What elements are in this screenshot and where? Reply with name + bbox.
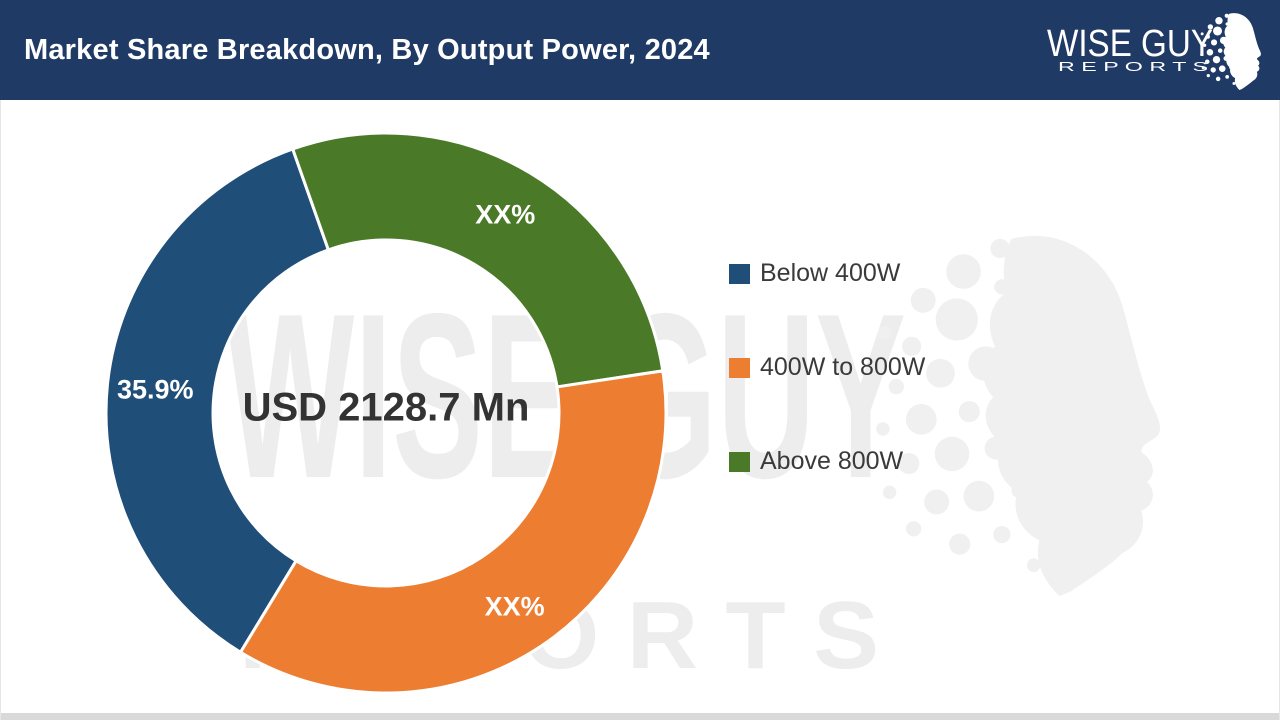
header-bar: Market Share Breakdown, By Output Power,… xyxy=(0,0,1280,100)
page-title: Market Share Breakdown, By Output Power,… xyxy=(24,33,710,66)
chart-legend: Below 400W 400W to 800W Above 800W xyxy=(729,259,925,541)
legend-label: 400W to 800W xyxy=(760,353,926,381)
legend-item-400w-to-800w: 400W to 800W xyxy=(729,353,925,382)
chart-center-value: USD 2128.7 Mn xyxy=(242,385,530,430)
chart-area: WISE GUY R E P O R T S 35.9% XX% XX% USD 2… xyxy=(0,100,1280,720)
legend-swatch xyxy=(729,357,750,378)
donut-segment-above-800w xyxy=(291,131,665,389)
segment-value-label-above-800w: XX% xyxy=(475,199,535,229)
logo-head-icon xyxy=(1200,13,1261,90)
segment-value-label-400w-to-800w: XX% xyxy=(485,592,545,622)
logo-wordmark: WISE GUY xyxy=(1047,23,1213,65)
donut-chart: 35.9% XX% XX% xyxy=(104,131,668,695)
legend-label: Above 800W xyxy=(760,447,904,475)
legend-item-above-800w: Above 800W xyxy=(729,447,925,476)
legend-swatch xyxy=(729,263,750,284)
legend-label: Below 400W xyxy=(760,259,901,287)
donut-segment-below-400w xyxy=(104,147,330,654)
bottom-divider xyxy=(1,713,1279,720)
logo-subtext: R E P O R T S xyxy=(1058,59,1209,74)
wiseguy-logo: WISE GUY R E P O R T S xyxy=(1047,13,1261,90)
legend-swatch xyxy=(729,451,750,472)
segment-value-label-below-400w: 35.9% xyxy=(117,375,194,405)
donut-segment-400w-to-800w xyxy=(239,369,668,695)
legend-item-below-400w: Below 400W xyxy=(729,259,925,288)
